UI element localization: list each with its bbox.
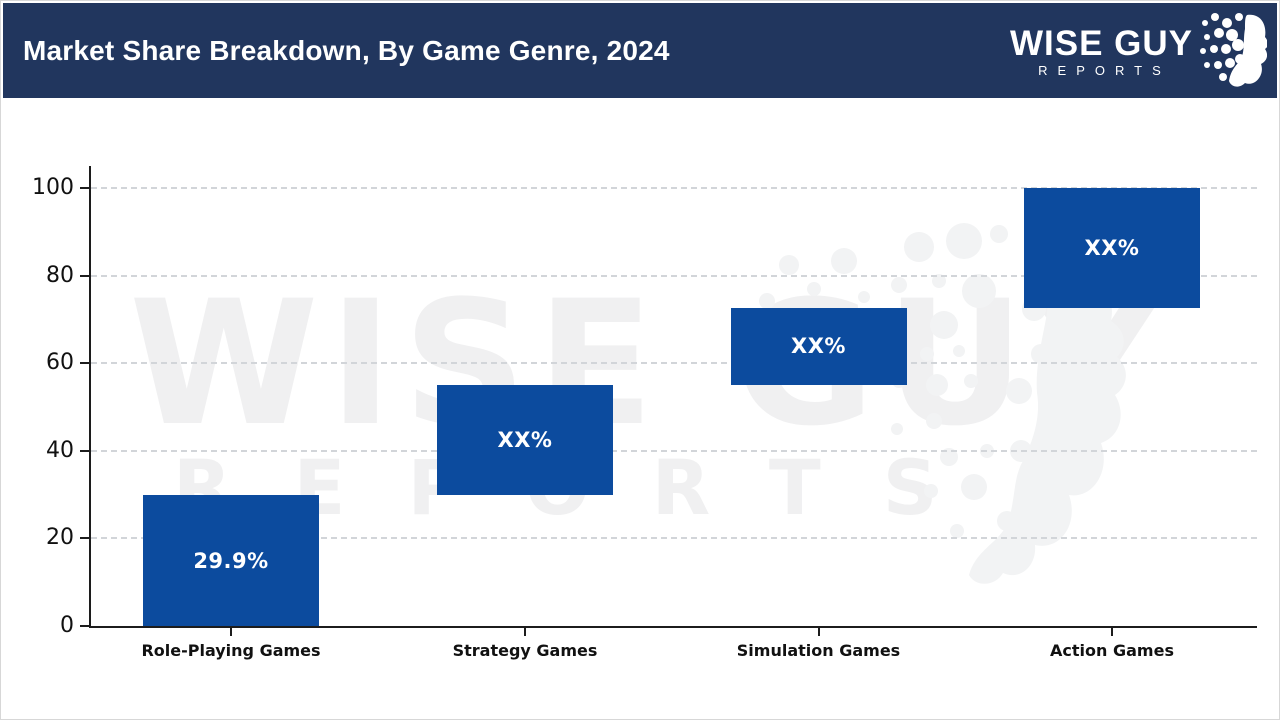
y-gridline [91, 187, 1257, 189]
x-axis-category-label: Strategy Games [452, 641, 598, 660]
y-gridline [91, 537, 1257, 540]
y-axis-tick-label: 20 [46, 525, 74, 551]
bar-value-label: XX% [791, 334, 846, 359]
x-axis-tick [524, 628, 526, 636]
y-gridline [91, 449, 1257, 452]
y-axis-tick-label: 40 [46, 437, 74, 463]
y-axis-tick [80, 537, 89, 540]
page-title: Market Share Breakdown, By Game Genre, 2… [23, 34, 670, 66]
bar-segment: XX% [1024, 188, 1200, 308]
header-bar: Market Share Breakdown, By Game Genre, 2… [3, 3, 1277, 98]
x-axis-tick [230, 628, 232, 636]
bar-value-label: XX% [497, 427, 553, 452]
y-gridline [91, 274, 1257, 277]
y-axis-tick-label: 0 [60, 613, 74, 638]
y-gridline [91, 362, 1257, 365]
x-axis-tick [1111, 628, 1113, 636]
y-axis-tick [80, 449, 89, 452]
x-axis-category-label: Role-Playing Games [141, 641, 321, 660]
logo-brand-name: WISE GUY [1009, 23, 1193, 63]
x-axis-line [89, 626, 1257, 628]
y-axis-tick [80, 362, 89, 365]
y-axis-tick [80, 625, 89, 627]
wiseguy-face-logo-icon [1200, 13, 1267, 87]
wiseguy-logo: WISE GUY REPORTS [1010, 9, 1267, 93]
bar-segment: XX% [437, 384, 613, 496]
x-axis-tick [817, 628, 820, 636]
bar-segment: 29.9% [143, 495, 319, 626]
x-axis-category-label: Simulation Games [736, 641, 901, 660]
wiseguy-logo-text: WISE GUY REPORTS [1010, 26, 1193, 77]
bar-value-label: XX% [1084, 236, 1140, 260]
y-axis-tick-label: 80 [46, 262, 74, 288]
bar-segment: XX% [730, 308, 907, 385]
logo-brand-subtitle: REPORTS [1038, 62, 1171, 78]
y-axis-tick [80, 274, 89, 277]
y-axis-tick-label: 60 [46, 350, 74, 376]
y-axis-line [89, 166, 91, 628]
x-axis-category-label: Action Games [1050, 641, 1174, 660]
bar-value-label: 29.9% [193, 548, 269, 573]
y-axis-tick-label: 100 [32, 175, 74, 200]
y-axis-tick [80, 187, 89, 189]
